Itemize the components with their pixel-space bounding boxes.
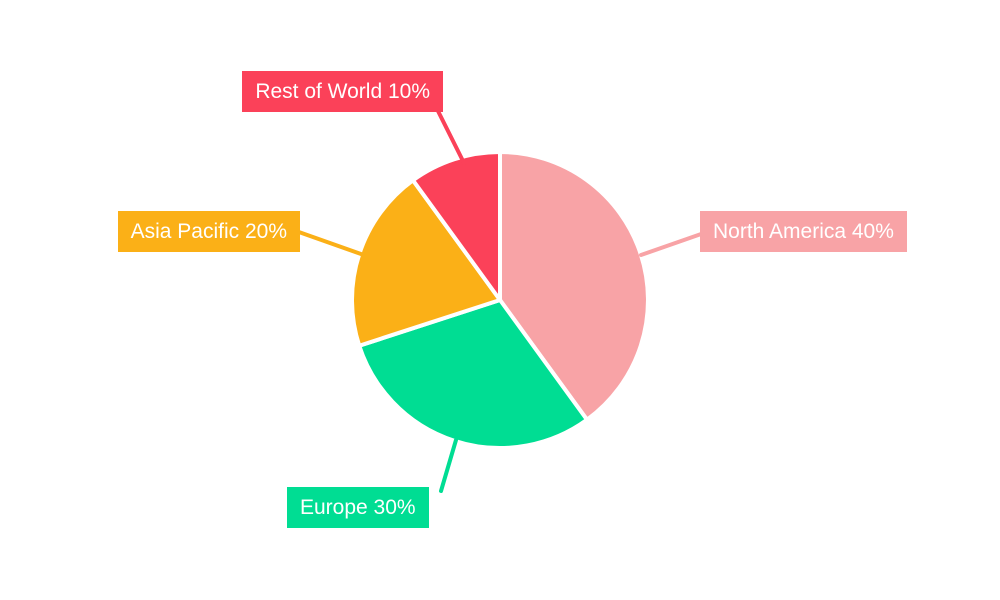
leader-line-rest-of-world <box>434 105 466 165</box>
pie-label-rest-of-world: Rest of World 10% <box>242 71 443 112</box>
leader-line-asia-pacific <box>294 229 363 256</box>
leader-line-north-america <box>639 231 706 257</box>
pie-slice-rest-of-world[interactable] <box>411 150 502 302</box>
pie-label-asia-pacific: Asia Pacific 20% <box>117 211 300 252</box>
leader-line-europe <box>439 438 458 493</box>
pie-label-north-america: North America 40% <box>700 211 907 252</box>
pie-label-europe: Europe 30% <box>287 487 429 528</box>
